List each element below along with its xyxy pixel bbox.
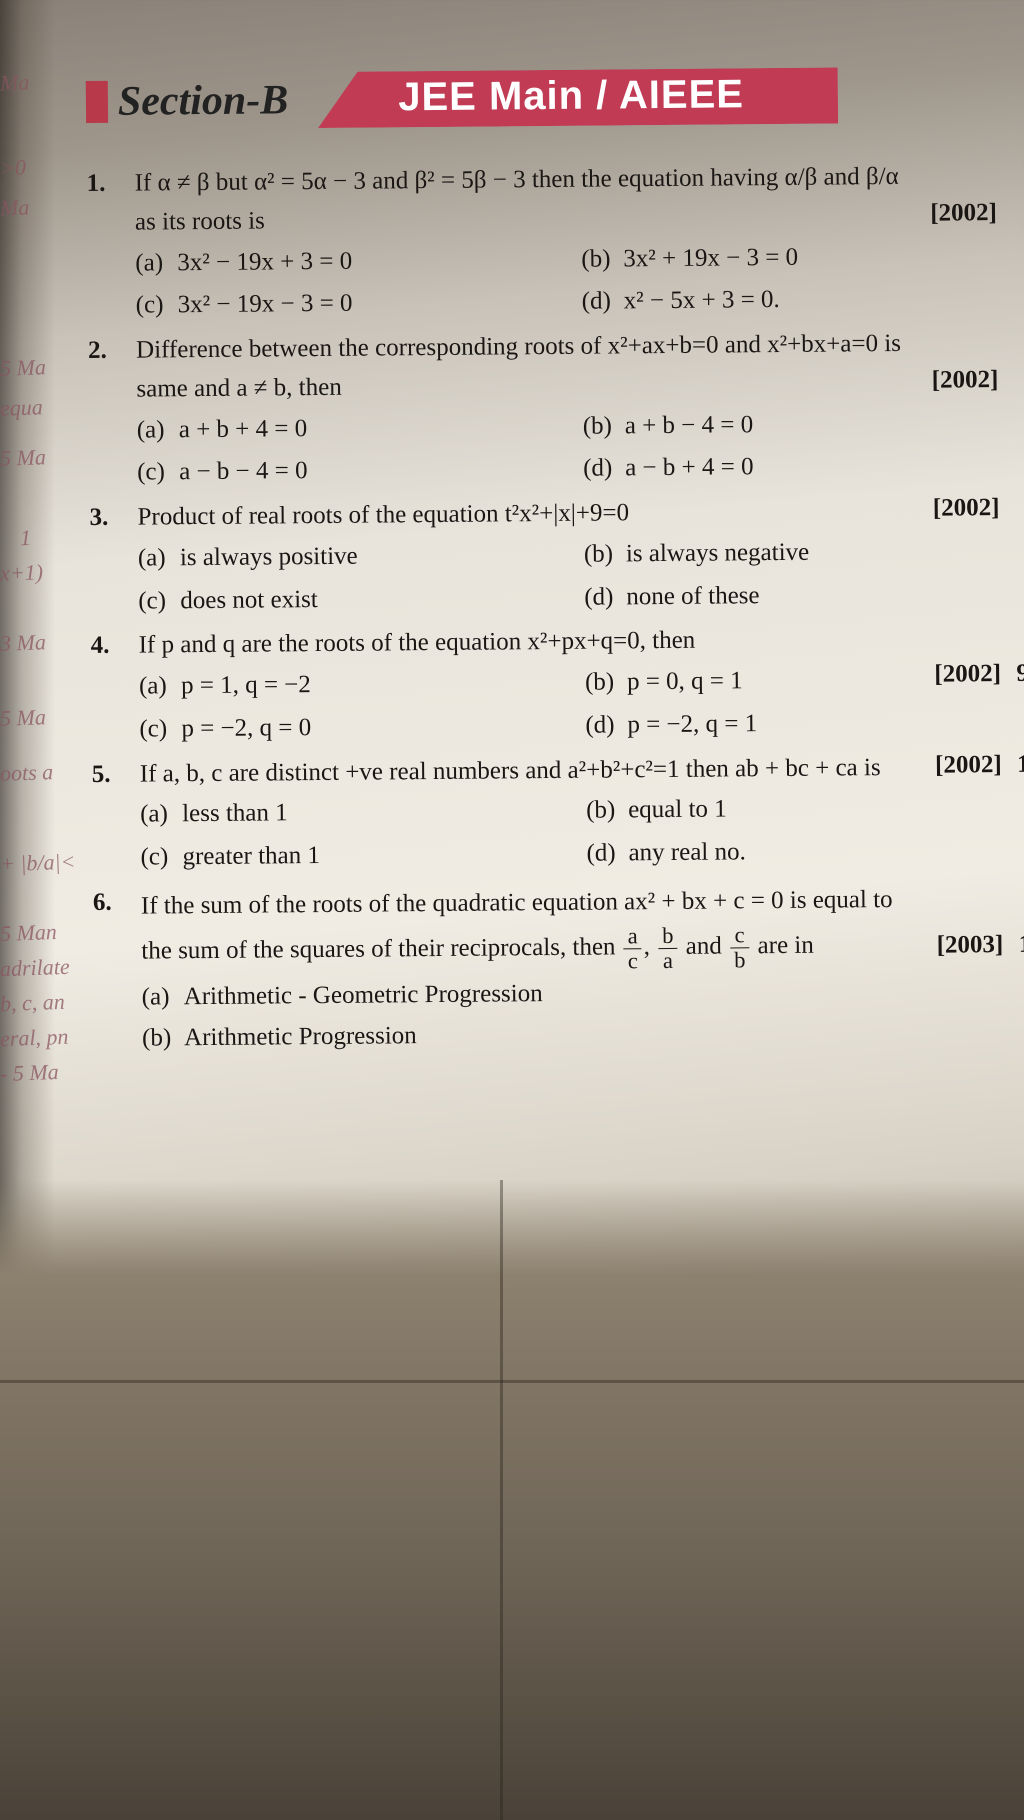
margin-note: eral, pn [0,1024,69,1052]
option-d: (d)none of these [584,574,1010,616]
question-4: 4. If p and q are the roots of the equat… [91,619,1012,749]
tile-seam [0,1380,1024,1383]
fraction: ba [658,924,678,972]
margin-note: b, c, an [0,989,65,1017]
option-b: (b)a + b − 4 = 0 [583,403,1009,445]
margin-note: + |b/a|< [0,849,76,878]
margin-note: 5 Ma [0,354,46,382]
right-margin-num: 9 [1016,655,1024,694]
fraction: ac [624,924,642,972]
options: (a)less than 1 (b)equal to 1 (c)greater … [140,788,1013,877]
question-stem: If p and q are the roots of the equation… [139,627,696,659]
question-text: If p and q are the roots of the equation… [139,619,1011,665]
question-number: 6. [93,883,143,1060]
option-c: (c)p = −2, q = 0 [139,707,565,749]
question-year: [2002] [932,361,999,400]
question-5: 5. If a, b, c are distinct +ve real numb… [92,747,1013,877]
options: (a)Arithmetic - Geometric Progression (b… [142,971,1015,1058]
margin-note: 5 Ma [0,444,46,472]
question-number: 4. [91,627,140,750]
option-a: (a)3x² − 19x + 3 = 0 [135,240,561,282]
question-year: [2002] [933,489,1000,528]
option-d: (d)a − b + 4 = 0 [583,446,1009,488]
banner-text: JEE Main / AIEEE [398,72,744,120]
option-a: (a)is always positive [138,536,564,578]
option-d: (d)p = −2, q = 1 [585,703,1011,745]
question-number: 1. [86,165,135,326]
margin-note: 5 Ma [0,704,46,732]
margin-note: Ma [0,194,30,221]
option-c: (c)a − b − 4 = 0 [137,450,563,492]
header: Section-B JEE Main / AIEEE [86,66,1006,130]
margin-note: 5 Man [0,919,57,947]
question-text: If α ≠ β but α² = 5α − 3 and β² = 5β − 3… [134,157,1007,242]
option-d: (d)any real no. [586,831,1012,873]
margin-note: x+1) [0,559,43,586]
margin-note: oots a [0,759,54,787]
option-c: (c)does not exist [138,578,564,620]
margin-note: 1 [20,525,32,551]
question-2: 2. Difference between the corresponding … [88,324,1009,493]
option-b: (b)is always negative [584,532,1010,574]
right-margin-num: 1 [1017,745,1024,784]
question-text: If the sum of the roots of the quadratic… [141,876,1014,977]
exam-banner: JEE Main / AIEEE [318,66,1006,128]
tile-seam [500,1180,503,1820]
fraction: cb [730,923,750,971]
floor-background [0,1180,1024,1820]
page-content: Section-B JEE Main / AIEEE 1. If α ≠ β b… [86,66,1015,1067]
question-year: [2002] [930,194,997,233]
question-text: If a, b, c are distinct +ve real numbers… [140,747,1012,793]
question-stem: If α ≠ β but α² = 5α − 3 and β² = 5β − 3… [135,163,899,235]
margin-note: adrilate [0,954,70,982]
options: (a)p = 1, q = −2 (b)p = 0, q = 1 (c)p = … [139,660,1012,749]
margin-note: - 5 Ma [0,1059,59,1087]
question-stem: If a, b, c are distinct +ve real numbers… [140,754,881,787]
option-a: (a)a + b + 4 = 0 [137,407,563,449]
question-year: [2002] [935,746,1002,785]
question-number: 3. [89,499,138,622]
question-stem: Difference between the corresponding roo… [136,330,901,402]
question-stem: Product of real roots of the equation t²… [137,499,629,530]
option-b: (b)3x² + 19x − 3 = 0 [581,236,1007,278]
question-text: Difference between the corresponding roo… [136,324,1009,409]
question-6: 6. If the sum of the roots of the quadra… [93,876,1015,1061]
question-3: 3. Product of real roots of the equation… [89,491,1010,621]
question-year: [2003] [936,922,1003,968]
options: (a)is always positive (b)is always negat… [138,532,1011,621]
section-title: Section-B [118,76,289,125]
option-a: (a)p = 1, q = −2 [139,664,565,706]
accent-block [86,81,108,123]
question-1: 1. If α ≠ β but α² = 5α − 3 and β² = 5β … [86,157,1007,326]
options: (a)3x² − 19x + 3 = 0 (b)3x² + 19x − 3 = … [135,236,1008,325]
margin-note: equa [0,394,43,421]
margin-note: 3 Ma [0,629,46,657]
option-c: (c)3x² − 19x − 3 = 0 [136,283,562,325]
margin-note: Ma [0,69,30,96]
options: (a)a + b + 4 = 0 (b)a + b − 4 = 0 (c)a −… [137,403,1010,492]
question-number: 2. [88,332,137,493]
option-b: (b)equal to 1 [586,788,1012,830]
question-year: [2002] [934,655,1001,694]
question-text: Product of real roots of the equation t²… [137,491,1009,537]
option-c: (c)greater than 1 [140,835,566,877]
right-margin-num: 1 [1019,922,1024,967]
question-number: 5. [92,755,141,878]
option-a: (a)Arithmetic - Geometric Progression [142,971,1014,1017]
section-label: Section-B [86,76,289,126]
margin-note: >0 [0,155,26,182]
option-d: (d)x² − 5x + 3 = 0. [582,279,1008,321]
question-stem-post: are in [757,931,813,958]
option-b: (b)Arithmetic Progression [142,1012,1014,1058]
question-list: 1. If α ≠ β but α² = 5α − 3 and β² = 5β … [86,157,1014,1061]
option-a: (a)less than 1 [140,792,566,834]
